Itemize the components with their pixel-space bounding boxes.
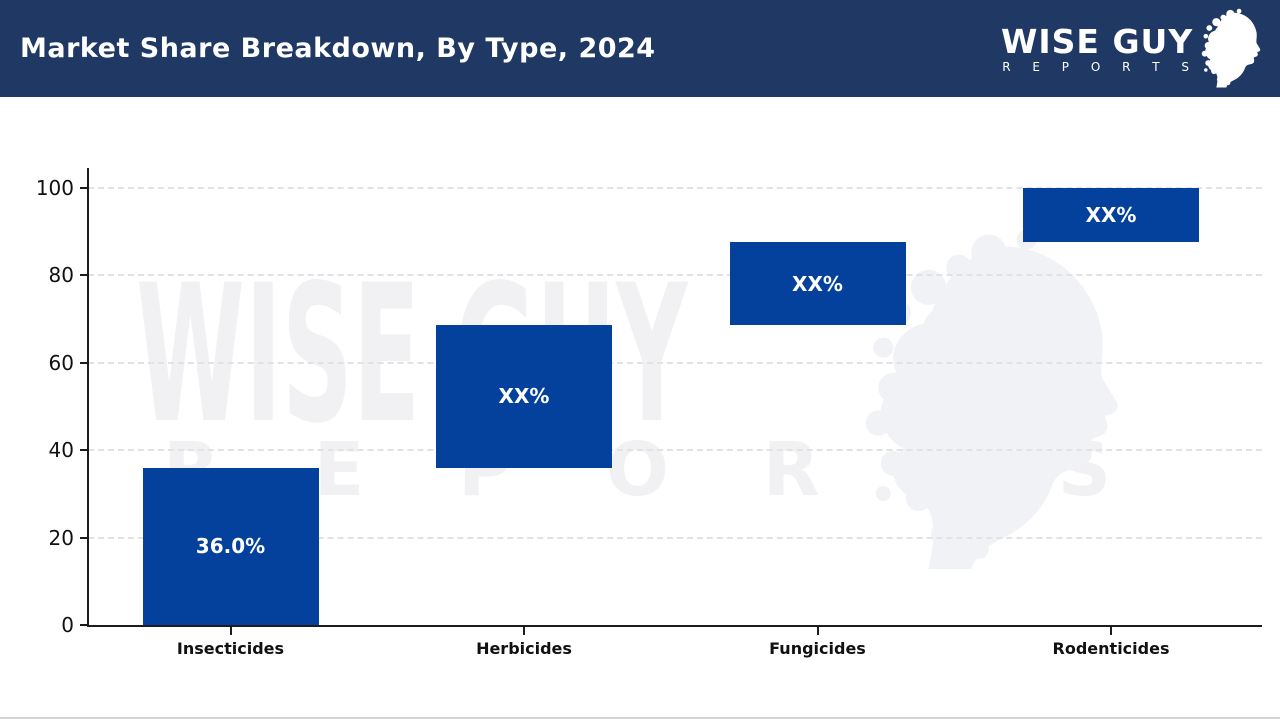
y-tick-label: 80 xyxy=(48,263,74,287)
y-tick-mark xyxy=(80,536,88,539)
gridline-y-100 xyxy=(88,186,1262,189)
x-tick-label-herbicides: Herbicides xyxy=(476,639,572,658)
x-tick-label-fungicides: Fungicides xyxy=(769,639,866,658)
logo-wordmark: WISE GUY xyxy=(1000,21,1194,61)
x-tick-mark xyxy=(816,627,819,635)
y-tick-label: 100 xyxy=(35,175,74,200)
y-tick-label: 60 xyxy=(48,350,74,375)
y-tick-mark xyxy=(80,361,88,364)
y-axis-line xyxy=(87,168,89,627)
bar-value-label: XX% xyxy=(1085,202,1137,227)
y-tick-mark xyxy=(80,624,88,626)
x-axis-line xyxy=(87,625,1262,627)
gridline-y-80 xyxy=(88,274,1262,276)
wise-guy-logo: WISE GUY R E P O R T S xyxy=(996,0,1270,97)
y-tick-label: 20 xyxy=(48,525,74,550)
gridline-y-60 xyxy=(88,361,1262,364)
logo-text: WISE GUY R E P O R T S xyxy=(996,21,1198,75)
bar-fungicides: XX% xyxy=(729,242,906,325)
x-tick-mark xyxy=(1110,627,1112,635)
chart-area: WISE GUY R E P O R T S 0 20 40 60 80 100 36.0%… xyxy=(0,97,1280,720)
bar-value-label: XX% xyxy=(498,384,550,409)
dotted-face-profile-icon xyxy=(1201,8,1261,87)
y-tick-mark xyxy=(80,449,88,451)
bar-rodenticides: XX% xyxy=(1023,187,1199,243)
x-tick-label-insecticides: Insecticides xyxy=(176,639,285,658)
gridline-y-40 xyxy=(88,449,1262,451)
bar-insecticides: 36.0% xyxy=(142,467,319,625)
header: Market Share Breakdown, By Type, 2024 WI… xyxy=(0,0,1280,97)
x-tick-mark xyxy=(523,627,525,635)
bar-value-label: XX% xyxy=(792,271,843,296)
bar-value-label: 36.0% xyxy=(195,534,266,559)
x-tick-mark xyxy=(229,627,232,635)
bar-herbicides: XX% xyxy=(436,324,612,468)
gridline-y-20 xyxy=(88,536,1262,539)
y-tick-mark xyxy=(80,274,88,276)
x-tick-label-rodenticides: Rodenticides xyxy=(1052,639,1170,658)
y-tick-mark xyxy=(80,186,88,189)
y-tick-label: 0 xyxy=(61,613,74,637)
y-tick-label: 40 xyxy=(48,438,74,462)
page-title: Market Share Breakdown, By Type, 2024 xyxy=(20,33,656,64)
logo-reports-label: R E P O R T S xyxy=(1002,60,1198,75)
bottom-border xyxy=(0,717,1280,719)
